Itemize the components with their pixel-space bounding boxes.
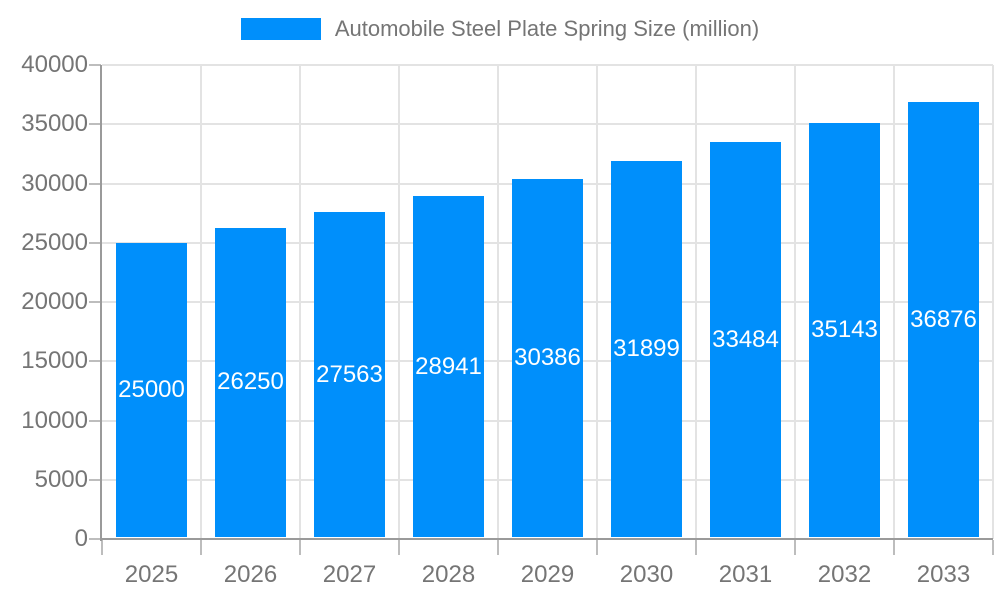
x-tick-label: 2026 (223, 561, 278, 588)
bar[interactable]: 36876 (908, 102, 979, 537)
x-axis-tick (893, 540, 895, 555)
y-axis-tick (89, 301, 101, 303)
y-axis-line (100, 65, 102, 541)
v-gridline (893, 65, 895, 539)
y-tick-label: 10000 (21, 406, 88, 434)
v-gridline (200, 65, 202, 539)
legend-label: Automobile Steel Plate Spring Size (mill… (334, 16, 760, 41)
y-tick-label: 40000 (21, 51, 88, 78)
x-tick-label: 2029 (520, 561, 575, 588)
y-axis-tick (89, 182, 101, 185)
x-tick-label: 2032 (817, 561, 872, 588)
x-axis-tick (497, 540, 499, 555)
y-tick-label: 30000 (21, 169, 88, 197)
y-tick-label: 15000 (21, 347, 88, 375)
x-axis-tick (596, 540, 598, 555)
y-axis-tick (89, 360, 101, 363)
bar[interactable]: 33484 (710, 142, 781, 537)
x-tick-label: 2025 (124, 561, 179, 588)
x-tick-label: 2033 (916, 561, 971, 588)
x-axis-tick (101, 540, 103, 555)
h-gridline (102, 123, 993, 126)
x-axis-tick (398, 540, 400, 555)
bar[interactable]: 31899 (611, 160, 682, 537)
v-gridline (992, 65, 994, 539)
bar-value-label: 28941 (415, 352, 482, 380)
y-axis-tick (89, 478, 101, 481)
legend: Automobile Steel Plate Spring Size (mill… (0, 16, 1000, 42)
v-gridline (596, 65, 598, 539)
y-tick-label: 35000 (21, 110, 88, 138)
bar-value-label: 31899 (613, 334, 680, 362)
x-tick-label: 2028 (421, 561, 476, 588)
bar-value-label: 35143 (811, 315, 878, 343)
v-gridline (497, 65, 499, 539)
x-axis-tick (992, 540, 994, 555)
x-axis-tick (299, 540, 301, 555)
x-tick-label: 2031 (718, 561, 773, 588)
bar-value-label: 36876 (910, 305, 977, 333)
y-axis-tick (89, 241, 101, 244)
y-axis-tick (89, 64, 101, 66)
y-tick-label: 25000 (21, 228, 88, 256)
x-axis-line (100, 538, 993, 540)
v-gridline (299, 65, 301, 539)
legend-item[interactable]: Automobile Steel Plate Spring Size (mill… (240, 16, 760, 42)
v-gridline (695, 65, 697, 539)
h-gridline (102, 64, 993, 66)
legend-swatch-icon (240, 18, 321, 40)
x-tick-label: 2030 (619, 561, 674, 588)
y-axis-tick (89, 419, 101, 422)
bar[interactable]: 35143 (809, 122, 880, 537)
x-axis-tick (695, 540, 697, 555)
bar-value-label: 25000 (118, 375, 185, 403)
x-axis-tick (200, 540, 202, 555)
bar-value-label: 30386 (514, 343, 581, 371)
bar[interactable]: 27563 (314, 212, 385, 537)
bar[interactable]: 25000 (116, 242, 187, 537)
x-axis-tick (794, 540, 796, 555)
bar[interactable]: 26250 (215, 227, 286, 537)
bar[interactable]: 30386 (512, 178, 583, 537)
bar[interactable]: 28941 (413, 196, 484, 537)
bar-value-label: 27563 (316, 360, 383, 388)
v-gridline (398, 65, 400, 539)
y-tick-label: 20000 (21, 288, 88, 315)
y-tick-label: 5000 (34, 465, 88, 493)
y-axis-tick (89, 123, 101, 126)
v-gridline (794, 65, 796, 539)
y-axis-tick (89, 538, 101, 540)
x-tick-label: 2027 (322, 561, 377, 588)
bar-value-label: 26250 (217, 368, 284, 396)
y-tick-label: 0 (74, 525, 88, 552)
bar-value-label: 33484 (712, 325, 779, 353)
